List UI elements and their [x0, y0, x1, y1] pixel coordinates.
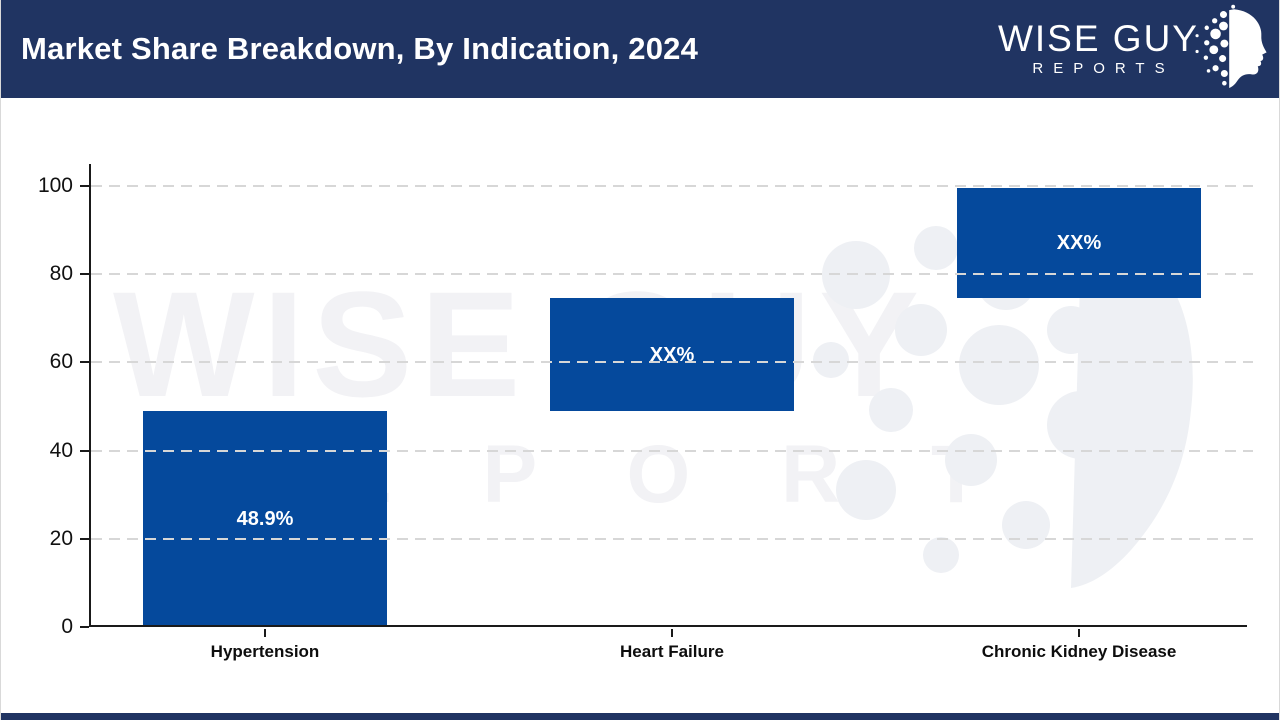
x-category-label: Heart Failure [620, 642, 724, 661]
bar [550, 298, 794, 412]
grid-line [91, 273, 1253, 276]
y-tick-label: 20 [49, 526, 73, 550]
logo-wordmark-line1: WISE GUY [997, 18, 1199, 59]
y-tick-mark [80, 449, 89, 452]
x-tick-mark [264, 629, 266, 637]
header-bar: Market Share Breakdown, By Indication, 2… [1, 0, 1279, 98]
y-tick-label: 80 [49, 262, 73, 286]
bar-value-label: XX% [649, 343, 695, 366]
bar [143, 411, 387, 627]
wise-guy-reports-logo: WISE GUY REPORTS [998, 4, 1271, 92]
logo-wordmark-line2: REPORTS [1032, 60, 1175, 77]
x-category-label: Hypertension [210, 642, 320, 661]
logo-face-icon [1195, 4, 1267, 89]
bar-value-label: 48.9% [236, 508, 294, 531]
bar-value-label: XX% [1056, 232, 1102, 255]
axis-frame [89, 164, 1247, 627]
footer-bar [1, 713, 1279, 720]
grid-line [91, 361, 1253, 364]
y-tick-mark [80, 626, 89, 628]
y-tick-label: 100 [37, 174, 73, 197]
x-category-label: Chronic Kidney Disease [981, 642, 1177, 661]
y-tick-label: 0 [61, 615, 73, 638]
y-tick-label: 40 [49, 438, 73, 462]
grid-line [91, 185, 1253, 187]
y-tick-mark [80, 185, 89, 187]
y-tick-mark [80, 273, 89, 276]
y-tick-mark [80, 537, 89, 540]
chart-title: Market Share Breakdown, By Indication, 2… [21, 31, 699, 66]
logo-text: WISE GUY REPORTS [997, 18, 1199, 78]
x-tick-mark [1078, 629, 1080, 637]
x-tick-mark [671, 629, 673, 637]
grid-line [91, 537, 1253, 540]
y-tick-label: 60 [49, 350, 73, 374]
y-tick-mark [80, 361, 89, 364]
grid-line [91, 449, 1253, 452]
